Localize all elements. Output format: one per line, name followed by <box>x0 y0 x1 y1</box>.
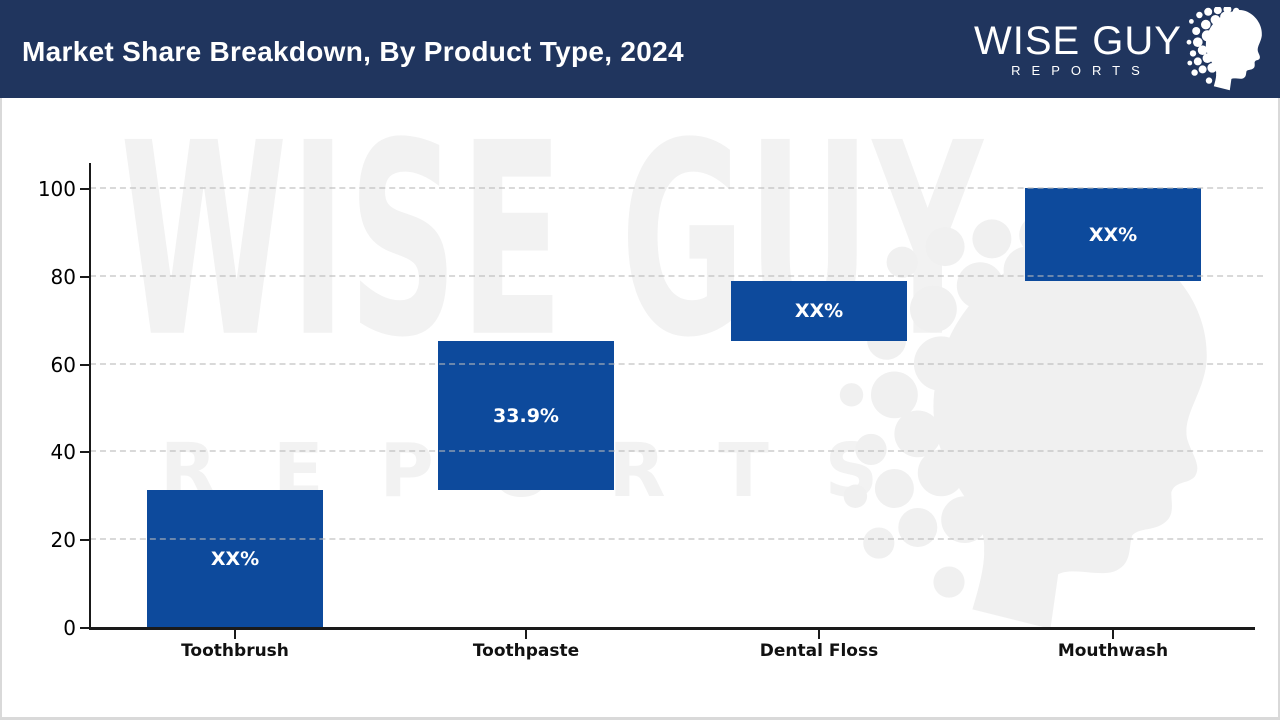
header-bar: Market Share Breakdown, By Product Type,… <box>0 0 1280 98</box>
bar-value-label: XX% <box>210 547 260 570</box>
x-tick-label-mouthwash: Mouthwash <box>1057 641 1169 661</box>
bar-toothbrush <box>147 490 323 627</box>
x-tick-label-toothbrush: Toothbrush <box>181 641 289 661</box>
y-tick-mark <box>80 451 89 454</box>
y-tick-mark <box>80 539 89 542</box>
gridline-20 <box>90 538 1263 541</box>
gridline-60 <box>90 362 1263 365</box>
y-tick-label: 60 <box>50 352 76 377</box>
logo-wordmark-line1: WISE GUY <box>973 19 1182 63</box>
y-axis-line <box>89 163 91 629</box>
logo-wordmark: WISE GUY REPORTS <box>974 20 1182 78</box>
bar-value-label: XX% <box>794 300 844 323</box>
bar-value-label: 33.9% <box>493 404 559 427</box>
y-tick-label: 80 <box>50 264 76 289</box>
x-tick-mark <box>1112 630 1114 639</box>
logo-wordmark-line2: REPORTS <box>1011 63 1151 78</box>
bar-dental-floss <box>731 281 907 342</box>
gridline-100 <box>90 187 1263 189</box>
y-tick-label: 0 <box>63 616 76 640</box>
x-tick-mark <box>525 630 527 639</box>
y-tick-label: 100 <box>37 177 76 201</box>
bar-toothpaste <box>438 341 614 491</box>
gridline-80 <box>90 274 1263 277</box>
gridline-40 <box>90 450 1263 453</box>
y-tick-mark <box>80 627 89 629</box>
x-tick-label-toothpaste: Toothpaste <box>472 641 580 661</box>
y-tick-mark <box>80 275 89 278</box>
y-tick-mark <box>80 363 89 366</box>
page-title: Market Share Breakdown, By Product Type,… <box>22 36 684 67</box>
brand-logo: WISE GUY REPORTS <box>974 6 1266 92</box>
bar-value-label: XX% <box>1088 223 1138 246</box>
y-tick-label: 40 <box>50 440 76 465</box>
x-tick-label-dental-floss: Dental Floss <box>759 641 879 661</box>
y-tick-label: 20 <box>50 528 76 553</box>
waterfall-chart: WISE GUY REPORTS XX%33.9%XX%XX%020406080… <box>2 86 1280 717</box>
x-axis-line <box>89 627 1255 630</box>
x-tick-mark <box>818 630 820 639</box>
y-tick-mark <box>80 188 89 190</box>
bar-mouthwash <box>1025 188 1201 282</box>
logo-face-icon <box>1186 7 1262 91</box>
x-tick-mark <box>234 630 236 639</box>
watermark-face-icon <box>839 218 1207 629</box>
